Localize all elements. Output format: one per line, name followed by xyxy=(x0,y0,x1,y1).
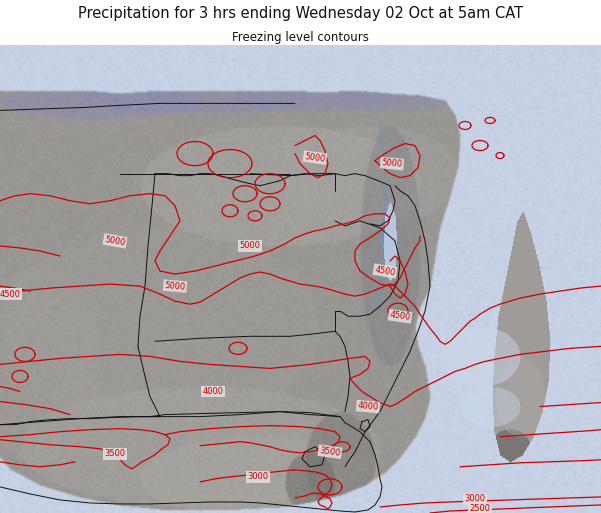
Text: 2500: 2500 xyxy=(469,504,490,513)
Text: 5000: 5000 xyxy=(304,152,326,164)
Text: 4500: 4500 xyxy=(374,265,396,278)
Text: 5000: 5000 xyxy=(104,234,126,247)
Text: 4500: 4500 xyxy=(389,310,411,322)
Text: 5000: 5000 xyxy=(240,242,260,250)
Text: 3500: 3500 xyxy=(105,449,126,458)
Text: 4500: 4500 xyxy=(0,290,20,299)
Text: 5000: 5000 xyxy=(164,281,186,291)
Text: Precipitation for 3 hrs ending Wednesday 02 Oct at 5am CAT: Precipitation for 3 hrs ending Wednesday… xyxy=(78,6,523,21)
Text: 3500: 3500 xyxy=(319,446,341,458)
Text: 3000: 3000 xyxy=(248,472,269,481)
Text: 5000: 5000 xyxy=(381,158,403,169)
Text: Freezing level contours: Freezing level contours xyxy=(232,30,369,44)
Text: 4000: 4000 xyxy=(357,401,379,412)
Text: 3000: 3000 xyxy=(465,495,486,503)
Text: 4000: 4000 xyxy=(203,387,224,396)
